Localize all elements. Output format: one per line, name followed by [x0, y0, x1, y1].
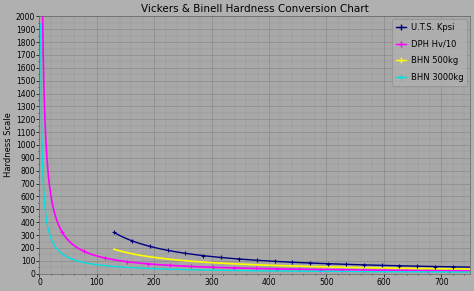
BHN 3000kg [270, 269, 276, 273]
U.T.S. Kpsi [252, 258, 258, 262]
BHN 3000kg [293, 269, 299, 273]
DPH Hv/10 [467, 269, 473, 273]
BHN 500kg [370, 266, 375, 269]
Line: BHN 500kg: BHN 500kg [114, 249, 470, 269]
U.T.S. Kpsi [368, 263, 374, 267]
BHN 500kg [252, 263, 258, 267]
DPH Hv/10 [390, 269, 395, 272]
Title: Vickers & Binell Hardness Conversion Chart: Vickers & Binell Hardness Conversion Cha… [141, 4, 368, 14]
DPH Hv/10 [456, 269, 462, 273]
Line: BHN 3000kg: BHN 3000kg [41, 24, 470, 272]
BHN 3000kg [390, 270, 395, 274]
BHN 3000kg [242, 269, 247, 272]
Legend: U.T.S. Kpsi, DPH Hv/10, BHN 500kg, BHN 3000kg: U.T.S. Kpsi, DPH Hv/10, BHN 500kg, BHN 3… [392, 19, 467, 86]
U.T.S. Kpsi [111, 231, 117, 234]
Line: U.T.S. Kpsi: U.T.S. Kpsi [112, 230, 472, 269]
BHN 3000kg [38, 22, 44, 26]
U.T.S. Kpsi [370, 263, 375, 267]
DPH Hv/10 [244, 267, 250, 270]
BHN 500kg [335, 265, 341, 269]
BHN 500kg [368, 266, 374, 269]
BHN 500kg [227, 262, 233, 265]
BHN 500kg [467, 267, 473, 271]
BHN 500kg [154, 256, 160, 260]
DPH Hv/10 [293, 267, 299, 271]
DPH Hv/10 [270, 267, 276, 271]
U.T.S. Kpsi [154, 246, 160, 250]
BHN 500kg [111, 247, 117, 251]
U.T.S. Kpsi [335, 262, 341, 266]
Y-axis label: Hardness Scale: Hardness Scale [4, 113, 13, 178]
Line: DPH Hv/10: DPH Hv/10 [38, 0, 472, 273]
BHN 3000kg [467, 270, 473, 274]
BHN 3000kg [244, 269, 250, 272]
U.T.S. Kpsi [467, 265, 473, 269]
BHN 3000kg [456, 270, 462, 274]
U.T.S. Kpsi [227, 257, 233, 260]
DPH Hv/10 [242, 267, 247, 270]
